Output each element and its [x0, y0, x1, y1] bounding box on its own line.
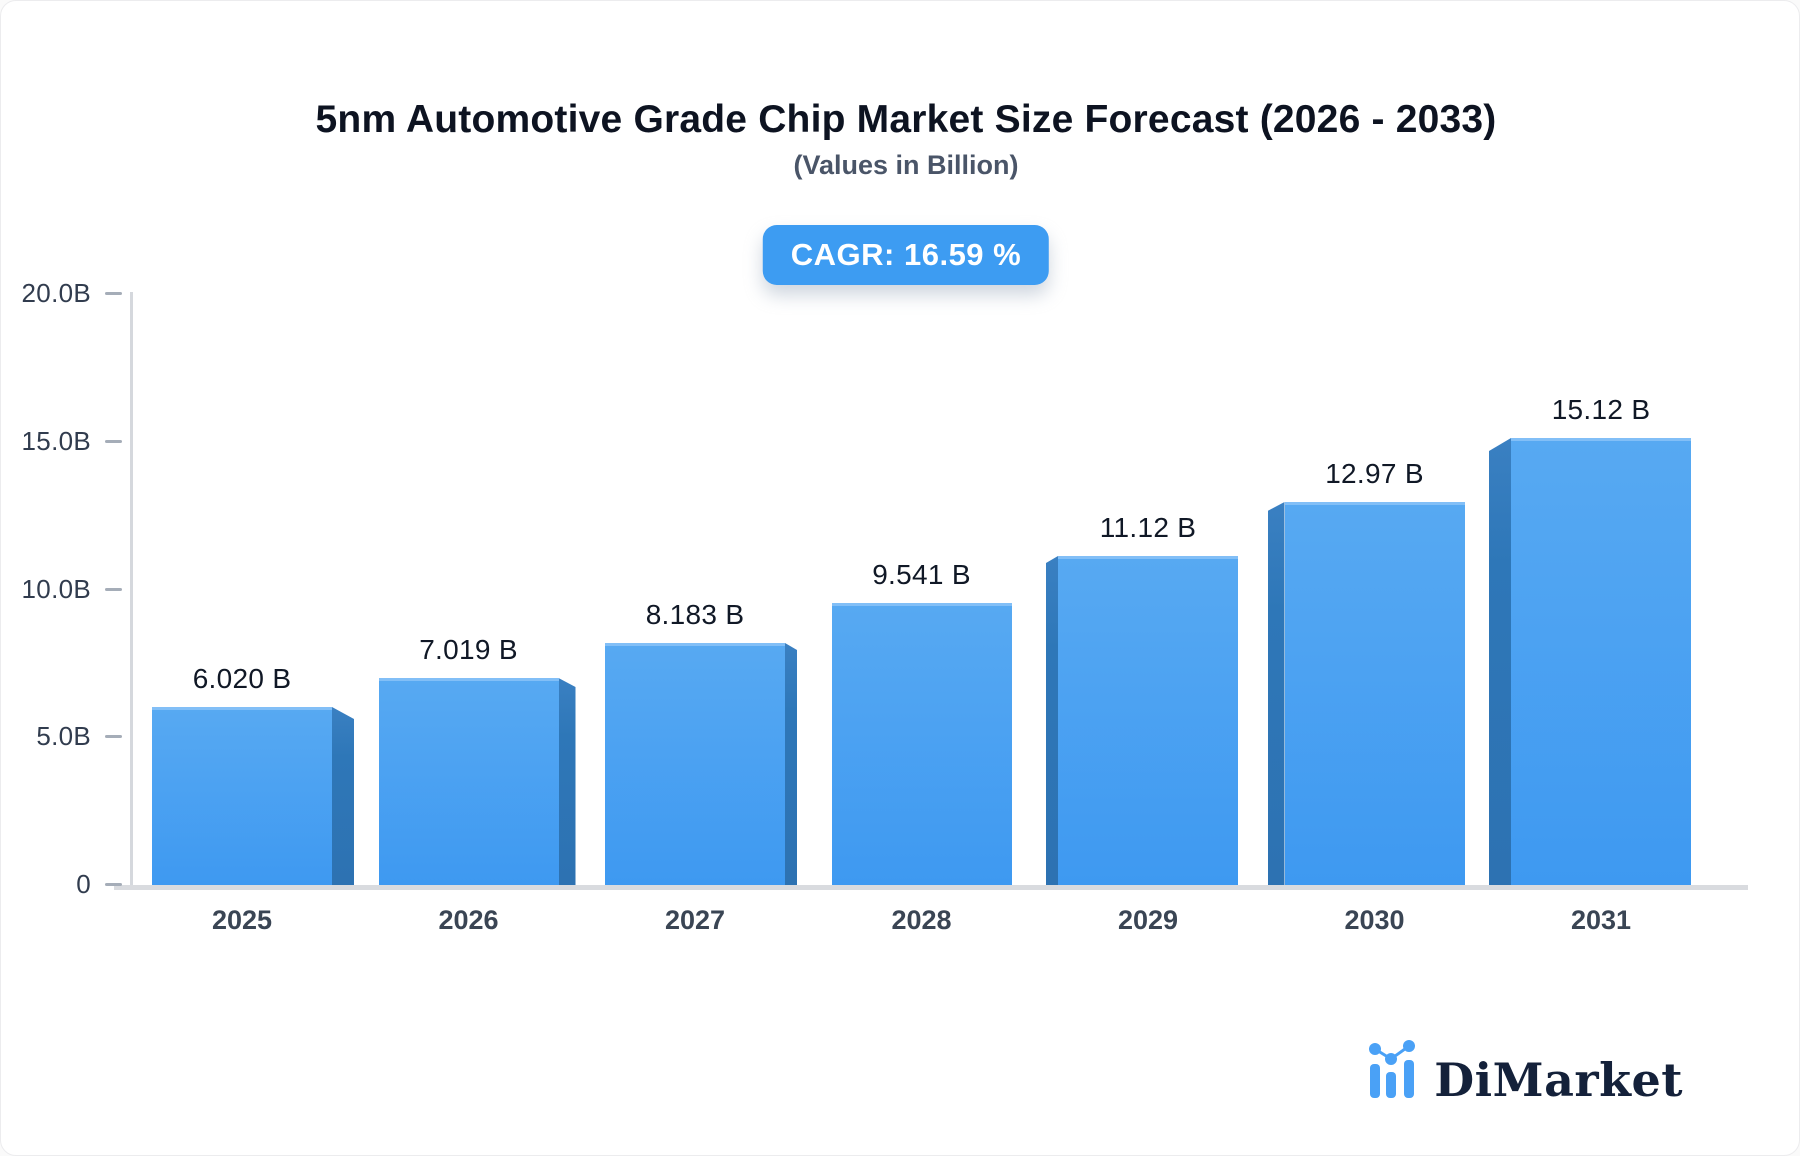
x-axis-label: 2026	[438, 905, 499, 935]
bar-side-face	[332, 707, 354, 885]
y-axis-tick-label: 15.0B	[21, 425, 91, 456]
bar-value-label: 9.541 B	[872, 559, 971, 590]
bar-front-face	[605, 643, 785, 885]
bar-value-label: 12.97 B	[1325, 458, 1424, 489]
y-axis-tick-label: 0	[76, 869, 91, 899]
cagr-badge: CAGR: 16.59 %	[762, 225, 1050, 285]
y-tick-dash	[105, 735, 122, 739]
bar-side-face	[1267, 502, 1285, 885]
bar-front-face	[1284, 502, 1465, 885]
bar-value-label: 6.020 B	[192, 663, 292, 694]
logo-text: DiMarket	[1434, 1053, 1683, 1107]
chart-title: 5nm Automotive Grade Chip Market Size Fo…	[315, 98, 1497, 141]
brand-logo: DiMarket	[1368, 1036, 1683, 1103]
bar-side-face	[785, 643, 797, 885]
bar-front-face	[1511, 438, 1691, 885]
y-axis-tick-label: 5.0B	[36, 721, 91, 752]
bar-value-label: 15.12 B	[1551, 394, 1651, 425]
x-axis-baseline	[114, 885, 1748, 890]
logo-mark-icon	[1368, 1036, 1420, 1103]
bar-value-label: 7.019 B	[419, 634, 518, 665]
x-axis-label: 2027	[664, 905, 726, 935]
y-tick-dash	[105, 292, 122, 295]
x-axis-label: 2030	[1344, 905, 1405, 935]
bar-side-face	[1046, 556, 1058, 885]
x-axis-label: 2028	[891, 905, 952, 935]
x-axis-label: 2025	[211, 905, 273, 935]
bar-side-face	[1489, 438, 1511, 885]
bar-front-face	[1058, 556, 1238, 885]
bar-front-face	[831, 603, 1012, 885]
bar-front-face	[378, 678, 559, 885]
y-tick-dash	[105, 587, 122, 591]
bar-front-face	[152, 707, 332, 885]
y-axis-tick-label: 10.0B	[21, 573, 91, 604]
chart-subtitle: (Values in Billion)	[793, 150, 1019, 180]
x-axis-label: 2031	[1570, 905, 1632, 935]
x-axis-label: 2029	[1117, 905, 1179, 935]
y-tick-dash	[105, 883, 122, 886]
bar-value-label: 11.12 B	[1099, 512, 1197, 543]
bar-side-face	[558, 678, 576, 885]
y-axis-line	[130, 292, 133, 885]
y-axis-tick-label: 20.0B	[21, 278, 91, 308]
bar-value-label: 8.183 B	[645, 599, 745, 630]
y-tick-dash	[105, 439, 122, 443]
